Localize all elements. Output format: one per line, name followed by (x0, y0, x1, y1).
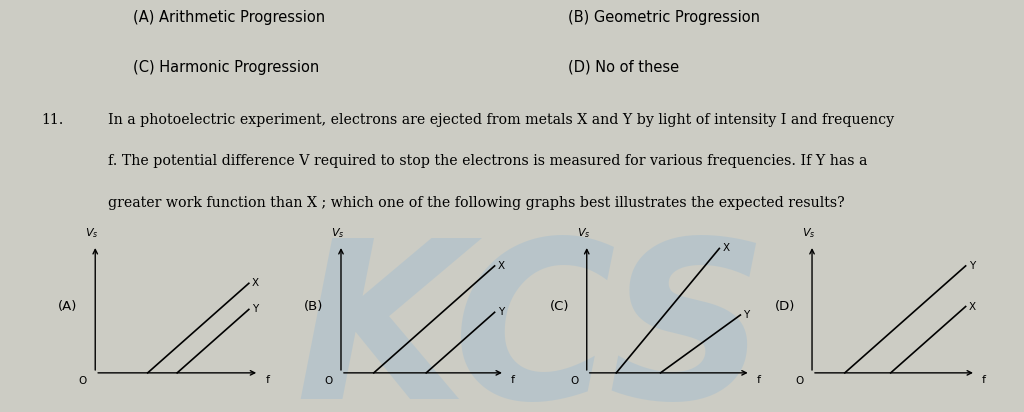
Text: f: f (265, 375, 269, 385)
Text: f: f (757, 375, 761, 385)
Text: Y: Y (743, 310, 750, 320)
Text: $V_s$: $V_s$ (331, 227, 345, 240)
Text: X: X (969, 302, 976, 311)
Text: (A): (A) (58, 300, 78, 313)
Text: KCS: KCS (296, 231, 769, 412)
Text: Y: Y (498, 307, 504, 317)
Text: O: O (325, 376, 333, 386)
Text: $V_s$: $V_s$ (85, 227, 99, 240)
Text: (A) Arithmetic Progression: (A) Arithmetic Progression (133, 10, 326, 25)
Text: $V_s$: $V_s$ (802, 227, 816, 240)
Text: In a photoelectric experiment, electrons are ejected from metals X and Y by ligh: In a photoelectric experiment, electrons… (108, 113, 894, 127)
Text: $V_s$: $V_s$ (577, 227, 591, 240)
Text: (D): (D) (775, 300, 796, 313)
Text: O: O (570, 376, 579, 386)
Text: (D) No of these: (D) No of these (568, 60, 680, 75)
Text: (B): (B) (304, 300, 324, 313)
Text: O: O (796, 376, 804, 386)
Text: X: X (498, 261, 505, 271)
Text: (C): (C) (550, 300, 569, 313)
Text: X: X (252, 279, 259, 288)
Text: greater work function than X ; which one of the following graphs best illustrate: greater work function than X ; which one… (108, 196, 844, 210)
Text: f. The potential difference V required to stop the electrons is measured for var: f. The potential difference V required t… (108, 154, 867, 169)
Text: Y: Y (252, 304, 258, 314)
Text: f: f (982, 375, 986, 385)
Text: 11.: 11. (41, 113, 63, 127)
Text: Y: Y (969, 261, 975, 271)
Text: X: X (722, 243, 729, 253)
Text: f: f (511, 375, 515, 385)
Text: O: O (79, 376, 87, 386)
Text: (B) Geometric Progression: (B) Geometric Progression (568, 10, 760, 25)
Text: (C) Harmonic Progression: (C) Harmonic Progression (133, 60, 319, 75)
